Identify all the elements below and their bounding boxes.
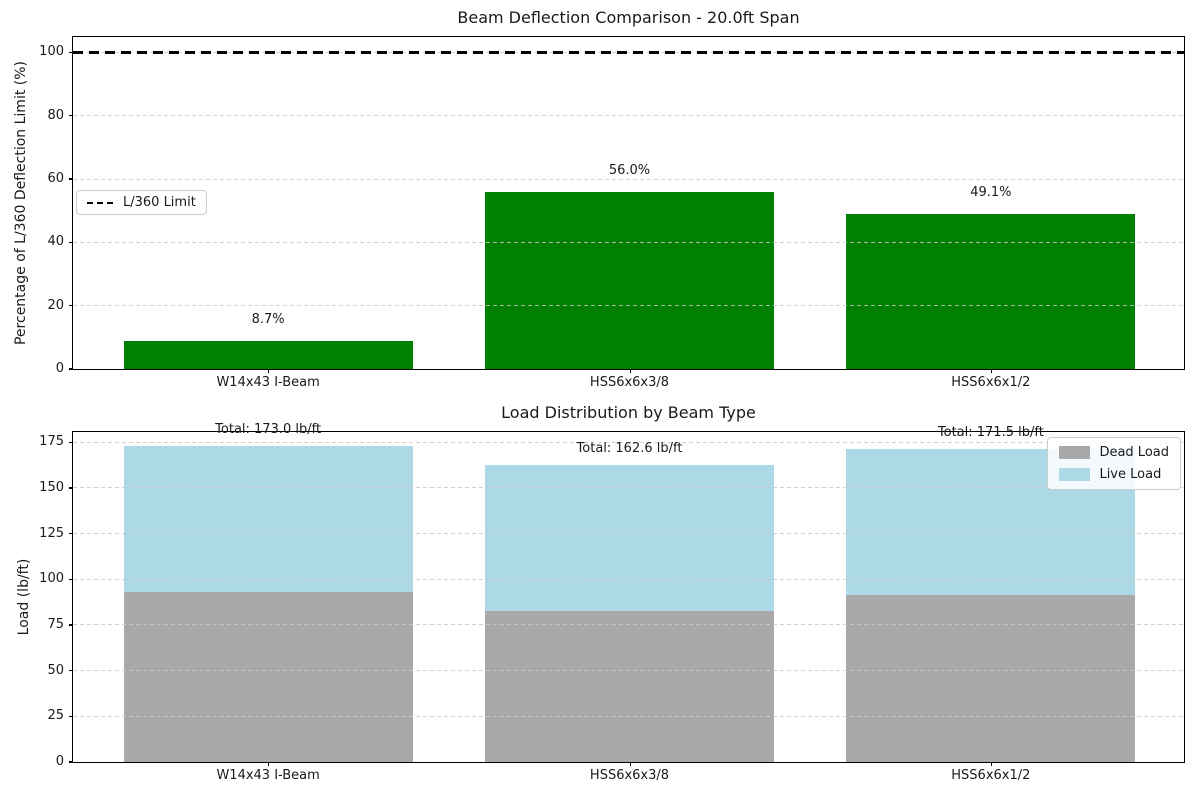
x-tick-label: HSS6x6x3/8 bbox=[589, 375, 670, 390]
gridline bbox=[73, 624, 1184, 626]
y-tick-label: 125 bbox=[39, 525, 64, 541]
y-tick-label: 80 bbox=[47, 107, 64, 123]
gridline bbox=[73, 241, 1184, 243]
x-tick-mark bbox=[990, 762, 993, 766]
y-tick-mark bbox=[69, 241, 73, 243]
x-tick-mark bbox=[268, 369, 270, 373]
deflection-chart-title: Beam Deflection Comparison - 20.0ft Span bbox=[457, 8, 800, 27]
y-tick-label: 0 bbox=[55, 361, 64, 376]
y-tick-mark bbox=[69, 115, 73, 117]
x-tick-label: HSS6x6x1/2 bbox=[951, 768, 1031, 783]
x-tick-label: HSS6x6x3/8 bbox=[589, 768, 670, 783]
y-tick-label: 20 bbox=[47, 297, 64, 313]
y-tick-label: 50 bbox=[47, 662, 64, 678]
gridline bbox=[73, 115, 1184, 117]
y-tick-mark bbox=[69, 533, 73, 535]
deflection-plot-area: L/360 Limit 8.7% W14x43 I-Beam 56.0% HSS6x6… bbox=[39, 36, 1185, 390]
bar-value-label: 8.7% bbox=[251, 312, 285, 328]
total-label: Total: 171.5 lb/ft bbox=[937, 424, 1044, 440]
y-tick-label: 150 bbox=[39, 479, 64, 495]
gridline bbox=[73, 487, 1184, 489]
gridline bbox=[73, 578, 1184, 580]
y-tick-label: 75 bbox=[47, 616, 64, 632]
y-tick-mark bbox=[69, 305, 73, 307]
bar-live-load bbox=[123, 445, 413, 593]
legend-row-live-load: Live Load bbox=[1059, 467, 1169, 482]
bar-dead-load bbox=[484, 611, 775, 762]
legend-label-live-load: Live Load bbox=[1099, 467, 1162, 482]
y-tick-mark bbox=[69, 487, 73, 489]
total-label: Total: 162.6 lb/ft bbox=[576, 440, 683, 456]
dead-load-swatch-icon bbox=[1059, 446, 1091, 459]
x-tick-mark bbox=[268, 762, 270, 766]
y-tick-label: 100 bbox=[39, 44, 64, 60]
gridline bbox=[73, 178, 1184, 180]
bar bbox=[484, 191, 775, 369]
load-chart-title: Load Distribution by Beam Type bbox=[501, 403, 756, 422]
x-tick-mark bbox=[990, 369, 993, 373]
y-tick-mark bbox=[69, 761, 73, 763]
y-tick-label: 25 bbox=[47, 708, 64, 724]
legend-label-l360: L/360 Limit bbox=[123, 195, 196, 210]
l360-limit-line bbox=[73, 51, 1184, 54]
dashed-line-icon bbox=[87, 201, 114, 204]
x-tick-label: HSS6x6x1/2 bbox=[951, 375, 1031, 390]
x-tick-mark bbox=[629, 762, 631, 766]
y-tick-label: 0 bbox=[55, 754, 64, 769]
y-tick-label: 100 bbox=[39, 571, 64, 587]
bar-live-load bbox=[484, 464, 775, 612]
legend-row-dead-load: Dead Load bbox=[1059, 445, 1169, 460]
y-tick-mark bbox=[69, 441, 73, 443]
gridline bbox=[73, 670, 1184, 672]
gridline bbox=[73, 441, 1184, 443]
y-tick-mark bbox=[69, 178, 73, 180]
total-label: Total: 173.0 lb/ft bbox=[215, 421, 322, 437]
x-tick-label: W14x43 I-Beam bbox=[216, 375, 320, 390]
load-legend: Dead Load Live Load bbox=[1047, 437, 1181, 490]
y-tick-mark bbox=[69, 670, 73, 672]
y-tick-mark bbox=[69, 578, 73, 580]
y-tick-label: 175 bbox=[39, 434, 64, 450]
x-tick-mark bbox=[629, 369, 631, 373]
y-tick-mark bbox=[69, 51, 73, 54]
bar-value-label: 56.0% bbox=[608, 162, 651, 178]
legend-label-dead-load: Dead Load bbox=[1099, 445, 1169, 460]
y-tick-label: 40 bbox=[47, 234, 64, 250]
y-tick-mark bbox=[69, 624, 73, 626]
y-tick-mark bbox=[69, 715, 73, 717]
l360-limit-legend: L/360 Limit bbox=[76, 190, 207, 215]
load-plot-area: Dead Load Live Load Total: 173.0 lb/ft W1… bbox=[39, 422, 1185, 783]
bar bbox=[846, 213, 1136, 369]
bar-value-label: 49.1% bbox=[970, 184, 1012, 200]
bar bbox=[123, 341, 413, 369]
live-load-swatch-icon bbox=[1059, 468, 1091, 481]
bar-dead-load bbox=[846, 594, 1136, 762]
bar-dead-load bbox=[123, 592, 413, 762]
x-tick-label: W14x43 I-Beam bbox=[216, 768, 320, 783]
gridline bbox=[73, 715, 1184, 717]
deflection-y-axis-label: Percentage of L/360 Deflection Limit (%) bbox=[13, 60, 29, 346]
load-y-axis-label: Load (lb/ft) bbox=[16, 558, 32, 636]
gridline bbox=[73, 305, 1184, 307]
y-tick-label: 60 bbox=[47, 171, 64, 187]
y-tick-mark bbox=[69, 368, 73, 370]
gridline bbox=[73, 533, 1184, 535]
